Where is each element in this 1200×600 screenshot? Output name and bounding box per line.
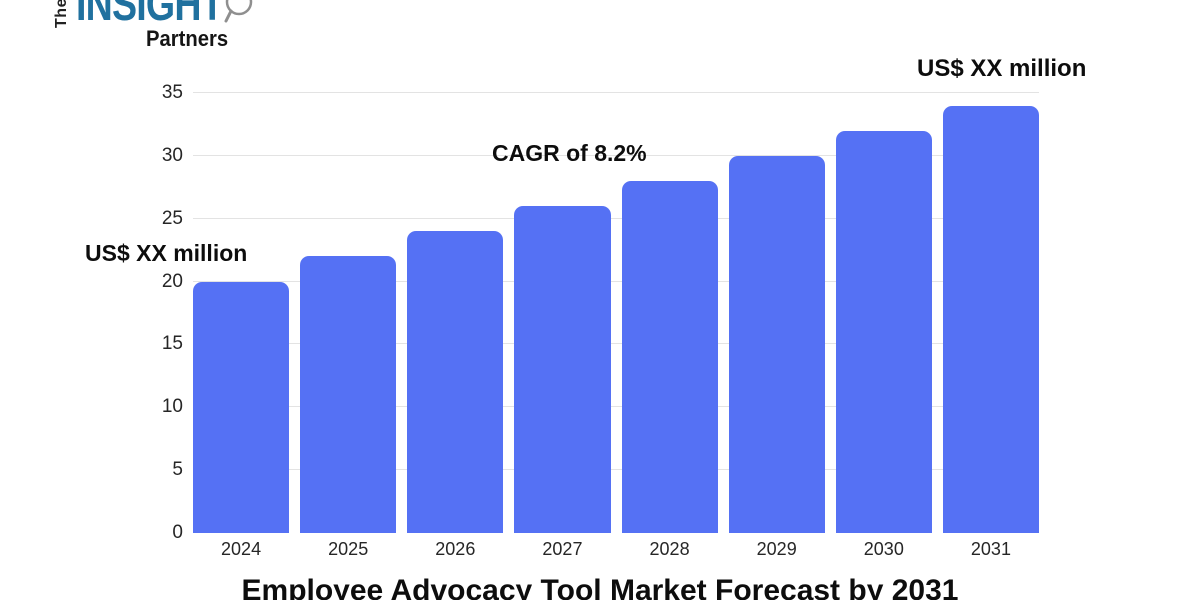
gridline-30 <box>193 154 1039 156</box>
x-tick-label-2029: 2029 <box>756 539 797 559</box>
gridline-20 <box>193 280 1039 282</box>
bar-2027 <box>514 206 611 533</box>
y-tick-label-30: 30 <box>161 144 183 166</box>
y-tick-label-10: 10 <box>161 396 183 418</box>
gridline-35 <box>193 92 1039 93</box>
logo-partners-text: Partners <box>146 26 229 51</box>
y-tick-label-0: 0 <box>172 522 183 543</box>
bar-2029 <box>728 155 825 533</box>
gridline-5 <box>193 469 1039 471</box>
gridline-25 <box>193 217 1039 219</box>
y-axis-labels: 0 5 10 15 20 25 30 35 <box>0 82 183 543</box>
x-axis-labels: 2024 2025 2026 2027 2028 2029 2030 2031 <box>193 539 1039 559</box>
bar-2026 <box>407 231 504 533</box>
bar-series <box>193 93 1039 533</box>
gridline-10 <box>193 406 1039 408</box>
logo-insight-text: INSIGHT <box>76 0 224 30</box>
gridline-15 <box>193 343 1039 345</box>
annotation-end-value: US$ XX million <box>917 55 1087 82</box>
logo-the-text: The <box>52 0 70 28</box>
y-tick-label-5: 5 <box>172 459 183 481</box>
bar-2030 <box>835 130 932 533</box>
x-tick-label-2027: 2027 <box>542 539 583 559</box>
y-tick-label-35: 35 <box>161 82 183 103</box>
plot-area <box>193 92 1039 533</box>
chart-title: Employee Advocacy Tool Market Forecast b… <box>241 574 959 600</box>
magnifier-icon <box>222 0 256 33</box>
bar-2024 <box>193 281 290 533</box>
y-tick-label-20: 20 <box>161 270 183 292</box>
brand-logo: The INSIGHT Partners <box>53 0 322 52</box>
x-tick-label-2024: 2024 <box>221 539 262 559</box>
y-tick-label-25: 25 <box>161 207 183 229</box>
x-tick-label-2028: 2028 <box>649 539 690 559</box>
bar-2028 <box>621 181 718 533</box>
bar-2031 <box>942 105 1039 533</box>
x-tick-label-2030: 2030 <box>863 539 904 559</box>
annotation-start-value: US$ XX million <box>85 240 248 266</box>
x-tick-label-2026: 2026 <box>435 539 476 559</box>
x-tick-label-2031: 2031 <box>970 539 1011 559</box>
annotation-cagr: CAGR of 8.2% <box>492 140 647 166</box>
y-tick-label-15: 15 <box>161 333 183 355</box>
x-tick-label-2025: 2025 <box>328 539 369 559</box>
bar-2025 <box>300 256 397 533</box>
